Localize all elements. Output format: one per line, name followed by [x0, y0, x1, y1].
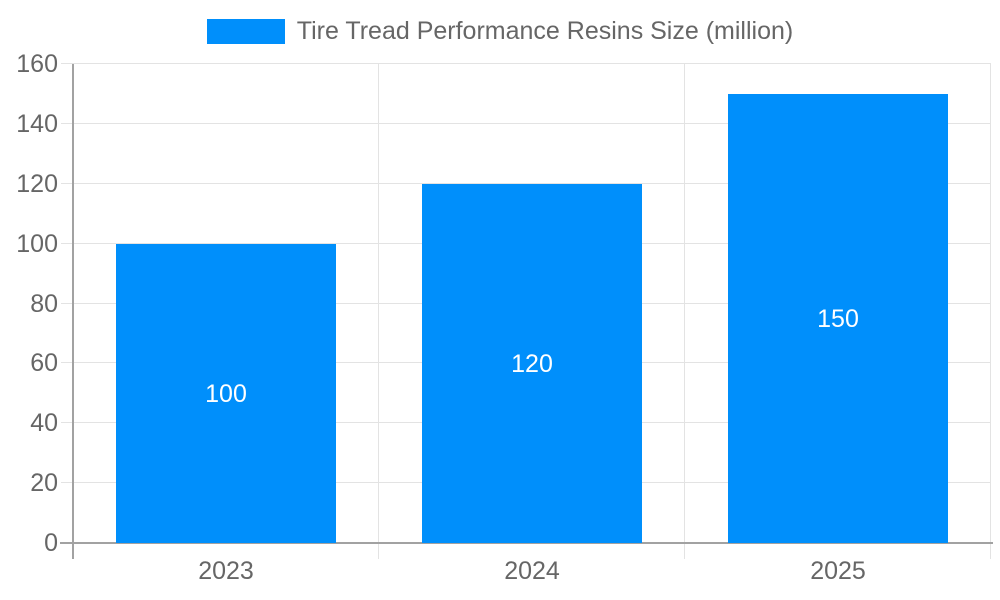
bar-2025 — [728, 94, 948, 543]
y-axis-tick-label: 80 — [30, 290, 58, 318]
bar-value-label: 120 — [511, 350, 553, 378]
x-gridline — [378, 64, 379, 559]
bar-2023 — [116, 244, 336, 543]
y-axis-tick-label: 120 — [16, 170, 58, 198]
bar-value-label: 100 — [205, 380, 247, 408]
y-axis-tick-label: 60 — [30, 349, 58, 377]
y-axis-tick-label: 100 — [16, 230, 58, 258]
bar-2024 — [422, 184, 642, 543]
y-axis-tick-label: 140 — [16, 110, 58, 138]
y-gridline — [61, 183, 991, 184]
legend-label: Tire Tread Performance Resins Size (mill… — [296, 17, 794, 45]
x-axis-tick-label: 2023 — [198, 557, 254, 585]
y-axis-line — [72, 64, 74, 559]
y-axis-tick-label: 40 — [30, 409, 58, 437]
y-axis-tick-label: 20 — [30, 469, 58, 497]
x-gridline — [990, 64, 991, 559]
x-axis-tick-label: 2025 — [810, 557, 866, 585]
legend-item[interactable]: Tire Tread Performance Resins Size (mill… — [0, 16, 1000, 46]
x-gridline — [684, 64, 685, 559]
y-gridline — [61, 123, 991, 124]
y-gridline — [61, 63, 991, 64]
y-axis-tick-label: 160 — [16, 50, 58, 78]
x-axis-line — [60, 542, 993, 544]
bar-value-label: 150 — [817, 305, 859, 333]
legend-swatch-icon — [206, 18, 285, 44]
y-axis-tick-label: 0 — [44, 529, 58, 557]
x-axis-tick-label: 2024 — [504, 557, 560, 585]
